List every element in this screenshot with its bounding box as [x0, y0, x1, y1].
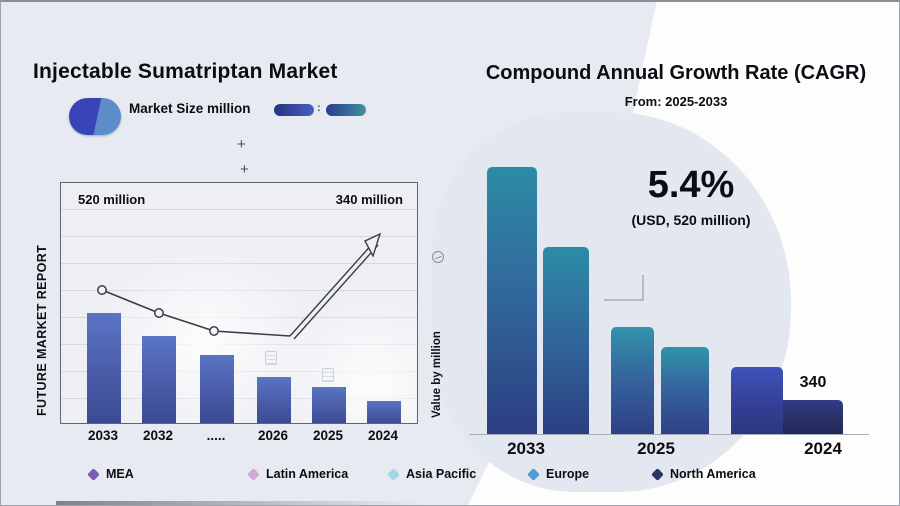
- left-bar-2032: [142, 336, 176, 423]
- right-chart: 5.4% (USD, 520 million) 340 2033 2025 2024: [461, 152, 891, 472]
- left-x-label-2032: 2032: [142, 428, 174, 443]
- legend-diamond-icon: [387, 467, 400, 481]
- cagr-title: Compound Annual Growth Rate (CAGR): [485, 62, 867, 84]
- right-x-label-2024: 2024: [804, 439, 842, 458]
- right-bar-5: [731, 367, 783, 434]
- minus-circle-icon: [432, 251, 444, 263]
- legend-label: Asia Pacific: [406, 467, 477, 481]
- right-bar-2: [543, 247, 589, 434]
- legend-label: MEA: [106, 467, 134, 481]
- annotation-340-million: 340 million: [335, 192, 403, 207]
- left-bar-2026: [257, 377, 291, 423]
- left-x-label-2033: 2033: [87, 428, 119, 443]
- pill-separator: :: [317, 102, 321, 114]
- plus-icon: +: [240, 161, 249, 178]
- right-bar-6: [783, 400, 843, 434]
- value-by-million-label: Value by million: [431, 331, 443, 418]
- legend-item-europe: Europe: [527, 467, 590, 481]
- cagr-subtitle: From: 2025-2033: [624, 94, 728, 109]
- legend-label: North America: [670, 467, 756, 481]
- left-x-label-.....: .....: [206, 428, 226, 443]
- left-x-label-2026: 2026: [257, 428, 289, 443]
- page-title: Injectable Sumatriptan Market: [33, 60, 338, 83]
- left-x-label-2025: 2025: [312, 428, 344, 443]
- right-x-label-2033: 2033: [507, 439, 545, 458]
- capsule-pill-icon: [69, 98, 121, 135]
- left-chart-plot: 520 million 340 million: [60, 182, 418, 424]
- legend-item-mea: MEA: [87, 467, 134, 481]
- legend-item-north-america: North America: [651, 467, 756, 481]
- left-x-label-2024: 2024: [367, 428, 399, 443]
- corner-bracket-decoration: [604, 275, 644, 301]
- cagr-caption: (USD, 520 million): [631, 212, 751, 228]
- legend-diamond-icon: [87, 467, 100, 481]
- left-chart-trend-line: [61, 183, 417, 423]
- right-chart-axis-line: [469, 434, 869, 435]
- right-x-label-2025: 2025: [637, 439, 675, 458]
- plus-icon: +: [237, 136, 246, 153]
- bottom-edge-strip: [56, 501, 421, 505]
- legend-diamond-icon: [651, 467, 664, 481]
- bar-annotation-340: 340: [799, 374, 827, 391]
- clipboard-watermark-icon: [322, 368, 334, 382]
- market-size-label: Market Size million: [129, 101, 251, 116]
- pill-icon-blue: [274, 104, 314, 116]
- right-bar-3: [611, 327, 654, 434]
- cagr-value: 5.4%: [647, 164, 735, 206]
- legend-item-asia-pacific: Asia Pacific: [387, 467, 477, 481]
- legend-item-latin-america: Latin America: [247, 467, 349, 481]
- legend-diamond-icon: [247, 467, 260, 481]
- clipboard-watermark-icon: [265, 351, 277, 365]
- left-bar-2025: [312, 387, 346, 423]
- right-bar-4: [661, 347, 709, 434]
- right-bar-1: [487, 167, 537, 434]
- legend-label: Latin America: [266, 467, 349, 481]
- legend-diamond-icon: [527, 467, 540, 481]
- left-bar-2033: [87, 313, 121, 423]
- left-bar-2024: [367, 401, 401, 423]
- left-chart-y-axis-label: FUTURE MARKET REPORT: [35, 244, 49, 416]
- annotation-520-million: 520 million: [78, 192, 146, 207]
- left-bar-.....: [200, 355, 234, 423]
- legend-label: Europe: [546, 467, 590, 481]
- pill-icon-teal: [326, 104, 366, 116]
